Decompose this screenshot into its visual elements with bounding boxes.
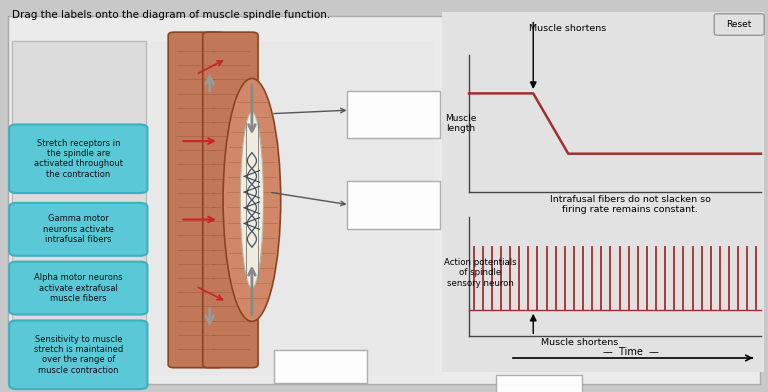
Bar — [12, 41, 146, 376]
FancyBboxPatch shape — [8, 16, 760, 384]
FancyBboxPatch shape — [168, 32, 223, 368]
FancyBboxPatch shape — [274, 350, 367, 383]
FancyBboxPatch shape — [496, 375, 582, 392]
Text: Alpha motor neurons
activate extrafusal
muscle fibers: Alpha motor neurons activate extrafusal … — [34, 273, 123, 303]
Ellipse shape — [240, 112, 263, 288]
FancyBboxPatch shape — [347, 181, 440, 229]
Text: Muscle shortens: Muscle shortens — [529, 24, 607, 33]
Text: Muscle
length: Muscle length — [445, 114, 477, 133]
FancyBboxPatch shape — [9, 125, 147, 193]
Text: Stretch receptors in
the spindle are
activated throughout
the contraction: Stretch receptors in the spindle are act… — [34, 139, 123, 179]
Text: Action potentials
of spindle
sensory neuron: Action potentials of spindle sensory neu… — [444, 258, 517, 288]
Text: Gamma motor
neurons activate
intrafusal fibers: Gamma motor neurons activate intrafusal … — [43, 214, 114, 244]
Text: Sensitivity to muscle
stretch is maintained
over the range of
muscle contraction: Sensitivity to muscle stretch is maintai… — [34, 335, 123, 375]
FancyBboxPatch shape — [714, 14, 764, 35]
Text: Muscle shortens: Muscle shortens — [541, 338, 618, 347]
Bar — [150, 41, 434, 376]
FancyBboxPatch shape — [9, 203, 147, 256]
FancyBboxPatch shape — [9, 262, 147, 314]
Text: —  Time  —: — Time — — [603, 347, 659, 357]
FancyBboxPatch shape — [347, 91, 440, 138]
Bar — [442, 12, 764, 372]
Text: Reset: Reset — [727, 20, 752, 29]
Text: Drag the labels onto the diagram of muscle spindle function.: Drag the labels onto the diagram of musc… — [12, 10, 329, 20]
FancyBboxPatch shape — [9, 321, 147, 389]
Ellipse shape — [223, 78, 281, 321]
Text: Intrafusal fibers do not slacken so
firing rate remains constant.: Intrafusal fibers do not slacken so firi… — [550, 195, 710, 214]
FancyBboxPatch shape — [203, 32, 258, 368]
